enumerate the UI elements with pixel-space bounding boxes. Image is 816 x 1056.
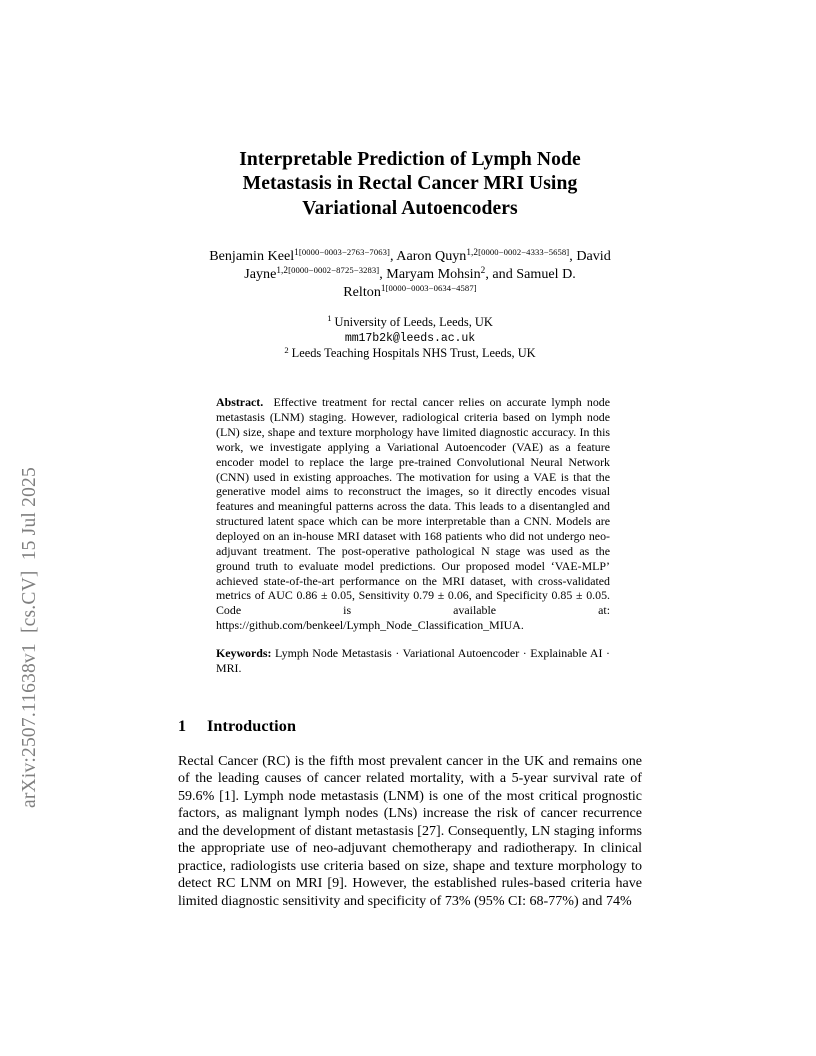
affiliation-2: 2 Leeds Teaching Hospitals NHS Trust, Lee… bbox=[178, 346, 642, 361]
author-list: Benjamin Keel1[0000−0003−2763−7063], Aar… bbox=[178, 247, 642, 302]
contact-email: mm17b2k@leeds.ac.uk bbox=[344, 331, 476, 345]
author-affil-marker-2: 1,2[0000−0002−4333−5658] bbox=[466, 246, 570, 257]
abstract-text: Effective treatment for rectal cancer re… bbox=[216, 395, 610, 633]
title-line-3: Variational Autoencoders bbox=[302, 197, 518, 219]
author-orcid-5: [0000−0003−0634−4587] bbox=[385, 283, 477, 294]
author-name-2: Aaron Quyn bbox=[396, 247, 467, 264]
arxiv-stamp-text: arXiv:2507.11638v1 [cs.CV] 15 Jul 2025 bbox=[19, 467, 40, 808]
author-name-4: Maryam Mohsin bbox=[386, 266, 481, 283]
affiliation-text-2: Leeds Teaching Hospitals NHS Trust, Leed… bbox=[291, 346, 536, 361]
affiliation-1: 1 University of Leeds, Leeds, UK bbox=[178, 313, 642, 330]
paper-title: Interpretable Prediction of Lymph Node M… bbox=[178, 148, 642, 221]
abstract-label: Abstract. bbox=[216, 395, 264, 410]
author-orcid-3: [0000−0002−8725−3283] bbox=[288, 265, 380, 276]
paper-content-column: Interpretable Prediction of Lymph Node M… bbox=[178, 0, 642, 1056]
affiliation-list: 1 University of Leeds, Leeds, UK mm17b2k@… bbox=[178, 313, 642, 362]
keywords-text: Lymph Node Metastasis · Variational Auto… bbox=[216, 645, 610, 675]
author-affil-marker-5: 1[0000−0003−0634−4587] bbox=[380, 283, 477, 294]
author-orcid-1: [0000−0003−2763−7063] bbox=[298, 246, 390, 257]
title-line-2: Metastasis in Rectal Cancer MRI Using bbox=[242, 173, 578, 195]
author-name-3: David Jayne bbox=[244, 247, 611, 283]
author-orcid-2: [0000−0002−4333−5658] bbox=[478, 246, 570, 257]
keywords-label: Keywords: bbox=[216, 645, 272, 660]
author-separator-3: , bbox=[379, 266, 387, 283]
section-paragraph-introduction: Rectal Cancer (RC) is the fifth most pre… bbox=[178, 752, 642, 909]
author-name-5: Samuel D. Relton bbox=[343, 266, 576, 301]
contact-email-line: mm17b2k@leeds.ac.uk bbox=[178, 330, 642, 346]
section-heading-introduction: 1 Introduction bbox=[178, 717, 642, 736]
author-affil-marker-3: 1,2[0000−0002−8725−3283] bbox=[276, 265, 380, 276]
author-separator-4: , and bbox=[485, 266, 517, 283]
affiliation-marker-1: 1 bbox=[327, 313, 332, 324]
author-affil-marker-4: 2 bbox=[480, 265, 486, 276]
section-title: Introduction bbox=[207, 716, 297, 735]
section-number: 1 bbox=[178, 716, 187, 735]
title-line-1: Interpretable Prediction of Lymph Node bbox=[239, 149, 581, 170]
author-name-1: Benjamin Keel bbox=[209, 247, 295, 264]
author-separator-2: , bbox=[569, 247, 577, 264]
affiliation-text-1: University of Leeds, Leeds, UK bbox=[334, 314, 493, 329]
affiliation-marker-2: 2 bbox=[284, 344, 289, 355]
author-affil-marker-1: 1[0000−0003−2763−7063] bbox=[294, 246, 390, 257]
keywords-block: Keywords: Lymph Node Metastasis · Variati… bbox=[216, 646, 610, 676]
abstract-block: Abstract. Effective treatment for rectal … bbox=[216, 395, 610, 633]
arxiv-stamp: arXiv:2507.11638v1 [cs.CV] 15 Jul 2025 bbox=[0, 0, 60, 1056]
author-separator-1: , bbox=[389, 247, 397, 264]
